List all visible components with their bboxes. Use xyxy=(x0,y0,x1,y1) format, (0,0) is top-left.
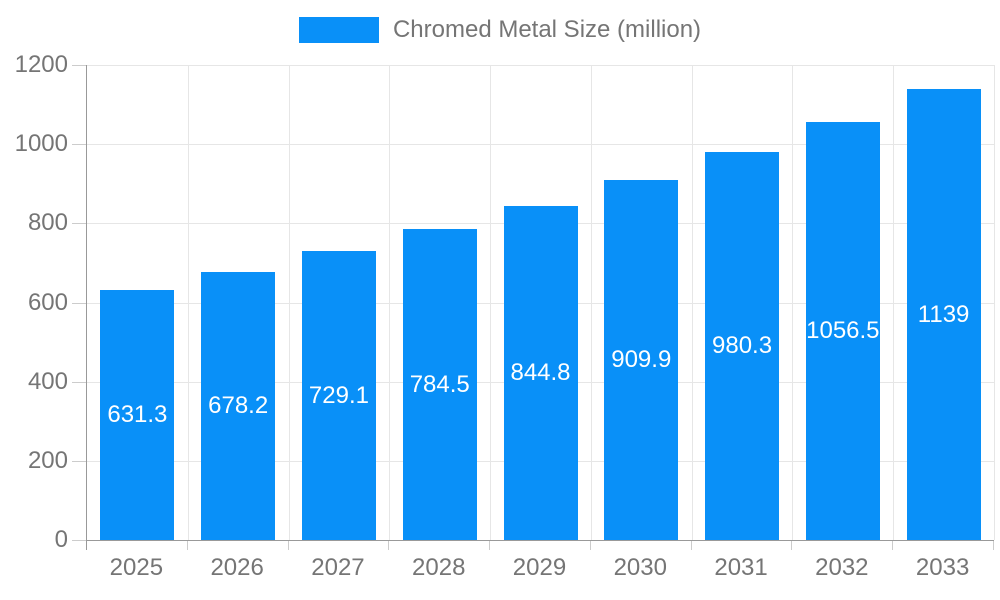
y-axis-tick-label: 1200 xyxy=(14,51,68,78)
bar-2029[interactable]: 844.8 xyxy=(503,205,578,540)
bar-2027[interactable]: 729.1 xyxy=(301,251,376,540)
x-axis-tick xyxy=(993,541,994,550)
gridline-vertical xyxy=(590,65,592,540)
x-axis-tick-label: 2025 xyxy=(109,554,164,581)
x-axis-tick xyxy=(892,541,894,550)
bar-value-label: 844.8 xyxy=(510,358,571,386)
x-axis-tick-label: 2026 xyxy=(210,554,264,581)
x-axis-tick-label: 2031 xyxy=(714,554,768,581)
legend[interactable]: Chromed Metal Size (million) xyxy=(0,16,1000,44)
legend-swatch xyxy=(298,17,379,43)
gridline-horizontal xyxy=(87,65,994,66)
bar-value-label: 729.1 xyxy=(308,381,369,409)
x-axis-tick-label: 2029 xyxy=(512,554,567,581)
y-axis-tick-label: 600 xyxy=(27,288,68,316)
x-axis-tick-label: 2033 xyxy=(915,554,970,581)
x-axis-tick xyxy=(287,541,289,550)
gridline-vertical xyxy=(893,65,895,540)
gridline-vertical xyxy=(389,65,391,540)
bar-value-label: 678.2 xyxy=(208,391,269,419)
y-axis-tick-label: 200 xyxy=(27,446,68,474)
y-axis-tick xyxy=(72,144,86,146)
y-axis-tick-label: 1000 xyxy=(14,130,68,158)
x-axis-tick-label: 2032 xyxy=(815,554,869,581)
gridline-vertical xyxy=(994,65,995,540)
y-axis-tick-label: 800 xyxy=(27,209,68,237)
legend-label: Chromed Metal Size (million) xyxy=(392,16,702,43)
gridline-vertical xyxy=(792,65,794,540)
gridline-vertical xyxy=(490,65,492,540)
y-axis-tick-label: 400 xyxy=(27,367,68,395)
bar-2032[interactable]: 1056.5 xyxy=(805,121,880,540)
bar-value-label: 784.5 xyxy=(409,370,470,398)
bar-2030[interactable]: 909.9 xyxy=(604,179,679,540)
y-axis-tick xyxy=(72,302,86,304)
bar-value-label: 1056.5 xyxy=(806,316,880,344)
bar-value-label: 631.3 xyxy=(107,401,168,429)
x-axis-tick xyxy=(791,541,793,550)
x-axis-tick-label: 2030 xyxy=(613,554,667,581)
y-axis-tick xyxy=(72,540,86,541)
x-axis-tick-label: 2027 xyxy=(311,554,365,581)
gridline-vertical xyxy=(288,65,290,540)
bar-2033[interactable]: 1139 xyxy=(906,89,981,540)
x-axis-tick xyxy=(186,541,188,550)
y-axis-tick xyxy=(72,65,86,66)
y-axis-tick xyxy=(72,460,86,462)
y-axis-tick xyxy=(72,381,86,383)
gridline-vertical xyxy=(691,65,693,540)
x-axis-tick xyxy=(489,541,491,550)
x-axis-tick xyxy=(690,541,692,550)
bar-2026[interactable]: 678.2 xyxy=(201,271,276,540)
gridline-horizontal xyxy=(87,144,994,146)
x-axis-tick xyxy=(589,541,591,550)
bar-2031[interactable]: 980.3 xyxy=(705,151,780,540)
bar-value-label: 1139 xyxy=(917,300,970,328)
y-axis-tick xyxy=(72,223,86,225)
plot-area: 631.3 678.2 729.1 784.5 844.8 909.9 980.3 1056.… xyxy=(86,65,995,541)
bar-value-label: 909.9 xyxy=(611,345,672,373)
x-axis-tick xyxy=(388,541,390,550)
bar-2028[interactable]: 784.5 xyxy=(402,229,477,540)
gridline-vertical xyxy=(187,65,189,540)
x-axis-tick-label: 2028 xyxy=(412,554,466,581)
bar-value-label: 980.3 xyxy=(712,331,773,359)
bar-2025[interactable]: 631.3 xyxy=(100,290,175,540)
y-axis-tick-label: 0 xyxy=(54,526,68,553)
x-axis-tick xyxy=(86,541,87,550)
